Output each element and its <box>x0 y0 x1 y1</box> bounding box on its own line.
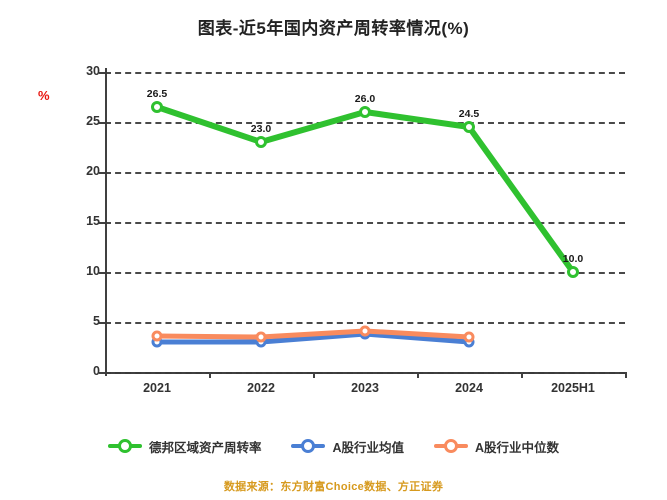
gridline <box>105 72 625 74</box>
legend-item[interactable]: A股行业中位数 <box>434 437 559 456</box>
chart-legend: 德邦区域资产周转率 A股行业均值 A股行业中位数 <box>0 432 667 460</box>
x-tick-mark <box>625 372 627 378</box>
gridline <box>105 372 625 374</box>
legend-item[interactable]: 德邦区域资产周转率 <box>107 437 262 456</box>
x-tick-label: 2021 <box>143 381 171 395</box>
legend-item[interactable]: A股行业均值 <box>291 437 404 456</box>
y-tick-label: 30 <box>86 64 100 78</box>
gridline <box>105 172 625 174</box>
legend-label: 德邦区域资产周转率 <box>148 440 262 455</box>
y-tick-mark <box>99 72 105 74</box>
y-tick-mark <box>99 372 105 374</box>
y-tick-mark <box>99 222 105 224</box>
legend-label: A股行业均值 <box>332 440 404 455</box>
y-axis-unit-label: % <box>38 88 50 103</box>
x-tick-mark <box>209 372 211 378</box>
legend-marker-icon <box>107 439 142 453</box>
x-tick-mark <box>521 372 523 378</box>
x-tick-label: 2024 <box>455 381 483 395</box>
y-tick-mark <box>99 172 105 174</box>
gridline <box>105 122 625 124</box>
x-tick-label: 2023 <box>351 381 379 395</box>
data-point-label: 10.0 <box>562 253 584 265</box>
data-point-label: 26.5 <box>146 88 168 100</box>
gridline <box>105 222 625 224</box>
x-tick-mark <box>313 372 315 378</box>
data-point-label: 26.0 <box>354 93 376 105</box>
x-tick-label: 2022 <box>247 381 275 395</box>
y-tick-mark <box>99 272 105 274</box>
gridline <box>105 322 625 324</box>
legend-marker-icon <box>434 439 468 453</box>
legend-dot-icon <box>444 439 458 453</box>
x-tick-mark <box>417 372 419 378</box>
y-tick-label: 0 <box>93 364 100 378</box>
y-tick-label: 10 <box>86 264 100 278</box>
y-tick-label: 5 <box>93 314 100 328</box>
data-point-label: 23.0 <box>250 123 272 135</box>
source-note: 数据来源：东方财富Choice数据、方正证券 <box>223 481 444 493</box>
data-point-label: 24.5 <box>458 108 480 120</box>
legend-label: A股行业中位数 <box>475 440 560 455</box>
x-tick-label: 2025H1 <box>551 381 595 395</box>
legend-dot-icon <box>301 439 316 453</box>
legend-marker-icon <box>291 439 326 453</box>
y-tick-label: 25 <box>86 114 100 128</box>
legend-dot-icon <box>117 439 132 453</box>
y-tick-mark <box>99 322 105 324</box>
y-tick-label: 15 <box>86 214 100 228</box>
gridline <box>105 272 625 274</box>
y-tick-mark <box>99 122 105 124</box>
y-tick-label: 20 <box>86 164 100 178</box>
plot-area <box>99 72 625 374</box>
chart-title: 图表-近5年国内资产周转率情况(%) <box>197 19 470 38</box>
y-axis-tick-labels: 0 5 10 15 20 25 30 <box>55 64 100 378</box>
